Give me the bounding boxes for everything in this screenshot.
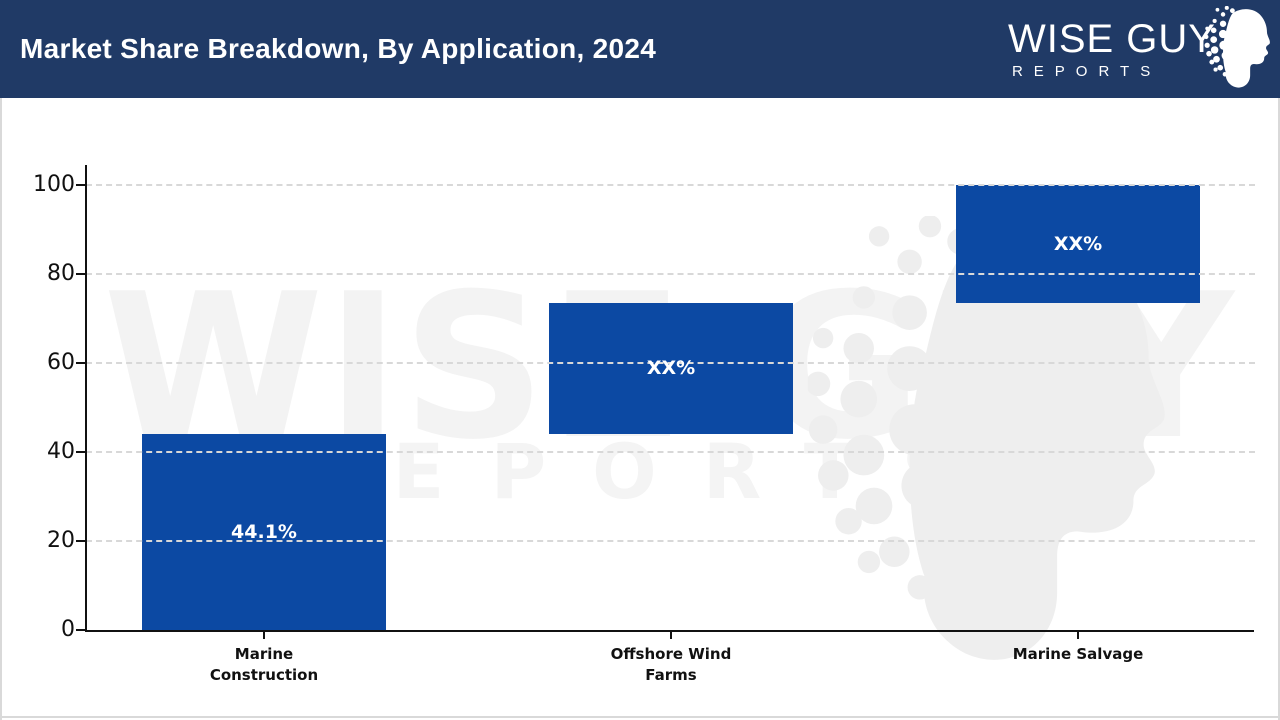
gridline [86, 540, 1255, 542]
logo-wordmark-block: WISE GUY REPORTS [1008, 19, 1216, 80]
x-axis-tick [1077, 632, 1079, 639]
y-axis-tick [76, 184, 85, 186]
y-axis-tick [76, 362, 85, 364]
frame-border-left [0, 98, 2, 720]
logo-reports-text: REPORTS [1011, 62, 1162, 80]
x-category-label-line: Construction [209, 666, 319, 684]
y-tick-label: 80 [47, 261, 75, 286]
y-tick-label: 60 [47, 350, 75, 375]
gridline [86, 273, 1255, 275]
gridline [86, 362, 1255, 364]
face-dots-icon [1204, 6, 1272, 92]
wiseguy-logo: WISE GUY REPORTS [1008, 6, 1280, 92]
x-category-label: Offshore Wind Farms [501, 644, 841, 686]
bar [142, 433, 386, 630]
frame-border-right [1278, 98, 1280, 720]
page-title: Market Share Breakdown, By Application, … [20, 33, 657, 64]
logo-wordmark: WISE GUY [1007, 16, 1216, 61]
bar-value-label: XX% [1053, 233, 1103, 256]
x-category-label-line: Farms [645, 666, 697, 684]
x-category-label-line: Marine Salvage [1012, 645, 1144, 663]
y-axis-tick [76, 540, 85, 542]
gridline [86, 451, 1255, 453]
bar [956, 185, 1200, 303]
frame-border-bottom [0, 716, 1280, 718]
header-bar: Market Share Breakdown, By Application, … [0, 0, 1280, 98]
y-axis-spine [85, 165, 87, 632]
y-axis-tick [76, 629, 85, 631]
y-tick-label: 40 [47, 439, 75, 464]
y-tick-label: 20 [47, 528, 75, 553]
bar-value-label: 44.1% [231, 520, 297, 543]
plot-area: WISE GUY REPORTS 02040608010044.1%Marine… [0, 98, 1280, 720]
y-tick-label: 0 [61, 617, 75, 642]
y-axis-tick [76, 451, 85, 453]
y-axis-tick [76, 273, 85, 275]
bar [549, 302, 793, 434]
gridline [86, 184, 1255, 186]
x-category-label-line: Marine [234, 645, 294, 663]
x-category-label-line: Offshore Wind [610, 645, 732, 663]
bar-value-label: XX% [646, 357, 696, 380]
x-category-label: Marine Construction [94, 644, 434, 686]
y-tick-label: 100 [33, 172, 75, 197]
x-axis-tick [263, 632, 265, 639]
x-axis-tick [670, 632, 672, 639]
x-axis-spine [85, 630, 1254, 632]
x-category-label: Marine Salvage [908, 644, 1248, 665]
